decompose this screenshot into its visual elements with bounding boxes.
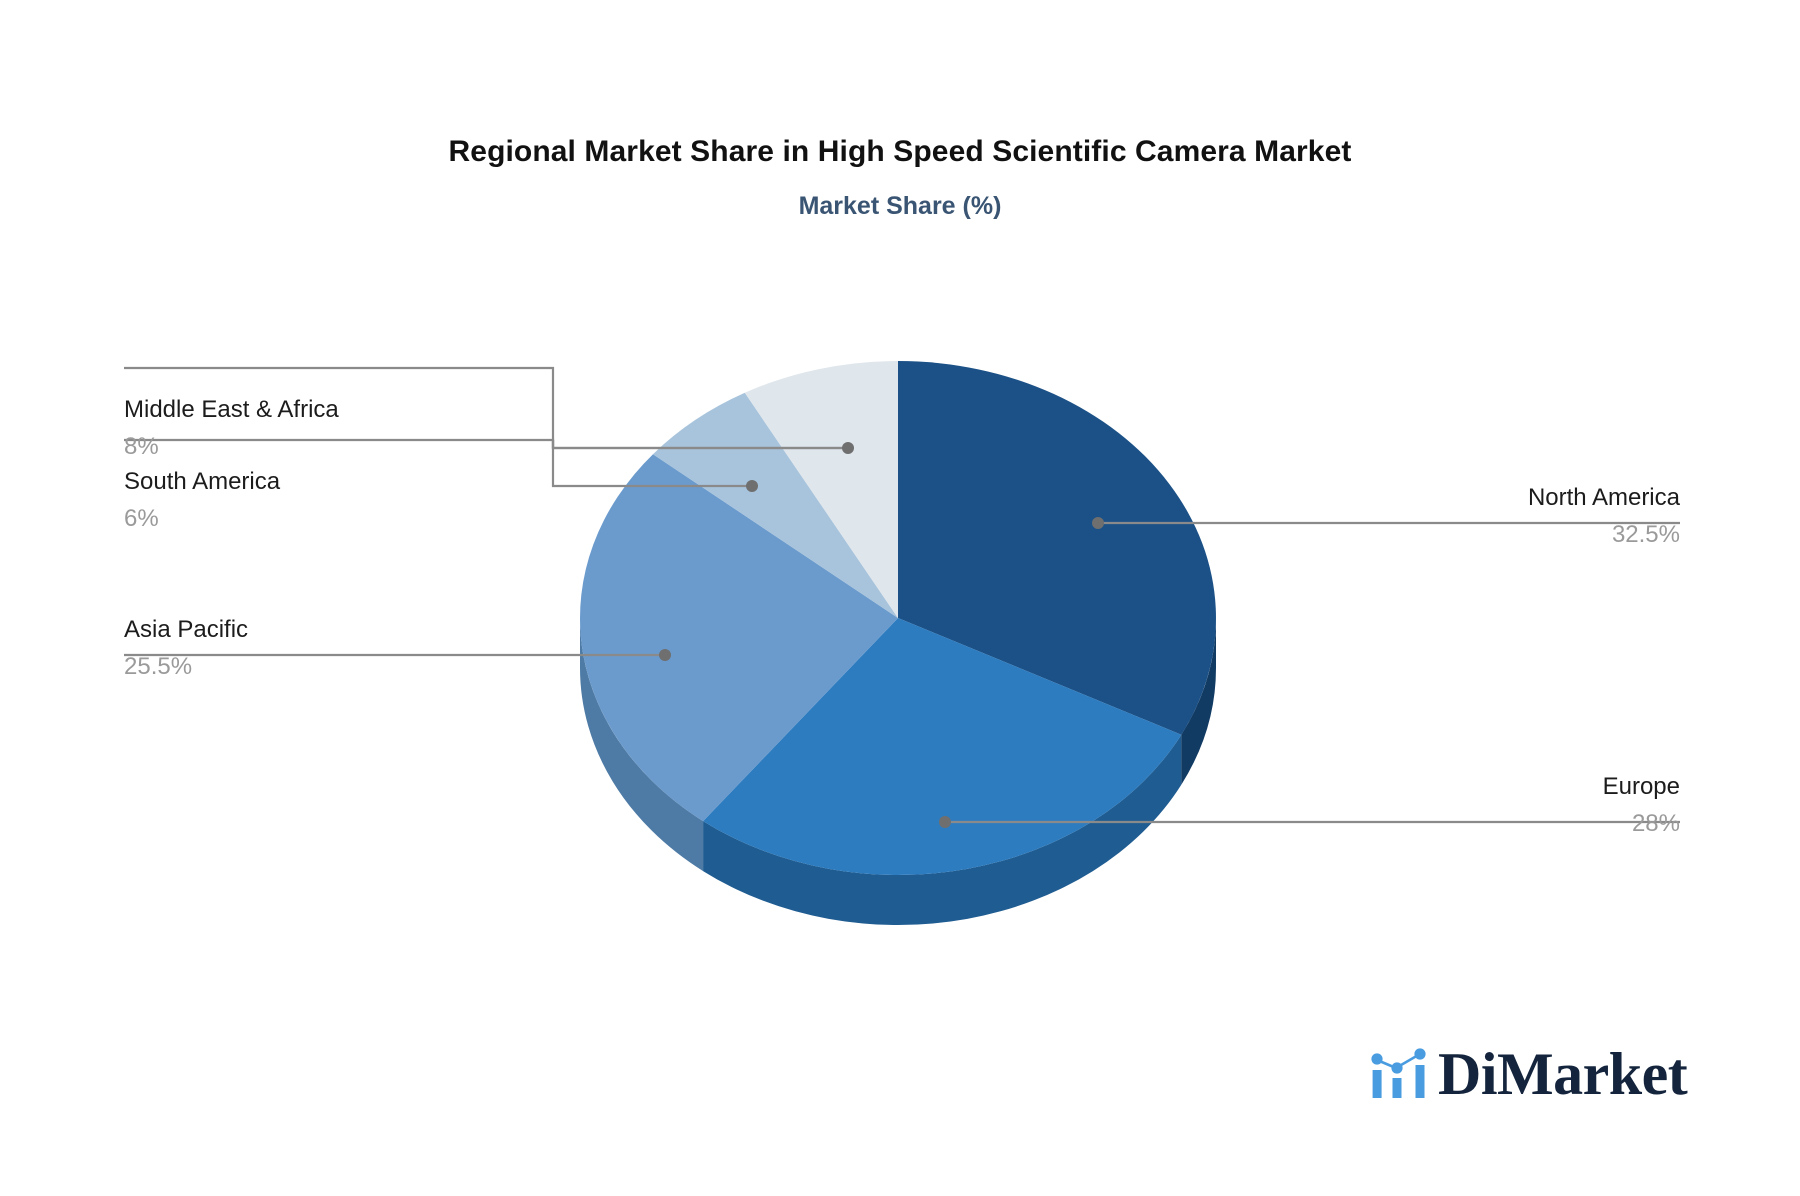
bar-chart-icon: [1371, 1048, 1426, 1098]
leader-line-middle-east-africa-top: [124, 366, 848, 450]
pie-slices: [580, 361, 1216, 876]
callout-north-america[interactable]: North America 32.5%: [1250, 483, 1680, 550]
callout-label-middle-east-africa: Middle East & Africa: [124, 396, 339, 423]
callout-value-north-america: 32.5%: [1611, 521, 1680, 548]
chart-subtitle: Market Share (%): [798, 192, 1002, 220]
callout-value-middle-east-africa: 8%: [124, 433, 159, 460]
callout-south-america[interactable]: South America 6%: [124, 467, 554, 534]
leader-dot-asia-pacific: [659, 649, 671, 661]
dimarket-logo: DiMarket: [1368, 1038, 1688, 1110]
leader-dot-middle-east-africa: [842, 442, 854, 454]
callout-europe[interactable]: Europe 28%: [1250, 772, 1680, 839]
pie-slice-north-america[interactable]: [898, 361, 1216, 735]
leader-dot-europe: [939, 816, 951, 828]
chart-title: Regional Market Share in High Speed Scie…: [448, 135, 1352, 168]
pie-side-europe: [703, 734, 1182, 926]
leader-dot-south-america: [746, 480, 758, 492]
callout-middle-east-africa[interactable]: Middle East & Africa 8%: [124, 395, 554, 462]
pie-side-asia-pacific: [579, 618, 704, 872]
pie-slice-middle-east-africa[interactable]: [744, 361, 898, 618]
logo-wordmark: DiMarket: [1438, 1041, 1688, 1107]
callout-value-south-america: 6%: [124, 505, 159, 532]
callout-asia-pacific[interactable]: Asia Pacific 25.5%: [124, 615, 554, 682]
callout-value-asia-pacific: 25.5%: [124, 653, 193, 680]
callout-label-north-america: North America: [1527, 484, 1680, 511]
callout-label-south-america: South America: [124, 468, 281, 495]
callout-label-asia-pacific: Asia Pacific: [124, 616, 249, 643]
pie-3d-side-walls: [579, 618, 1216, 926]
pie-side-north-america: [1181, 618, 1216, 785]
leader-lines: [124, 366, 1680, 828]
callout-label-europe: Europe: [1602, 773, 1680, 800]
pie-slice-asia-pacific[interactable]: [580, 454, 898, 822]
callout-value-europe: 28%: [1631, 810, 1680, 837]
leader-line-south-america: [124, 438, 752, 488]
leader-dot-north-america: [1092, 517, 1104, 529]
pie-slice-europe[interactable]: [703, 618, 1182, 876]
